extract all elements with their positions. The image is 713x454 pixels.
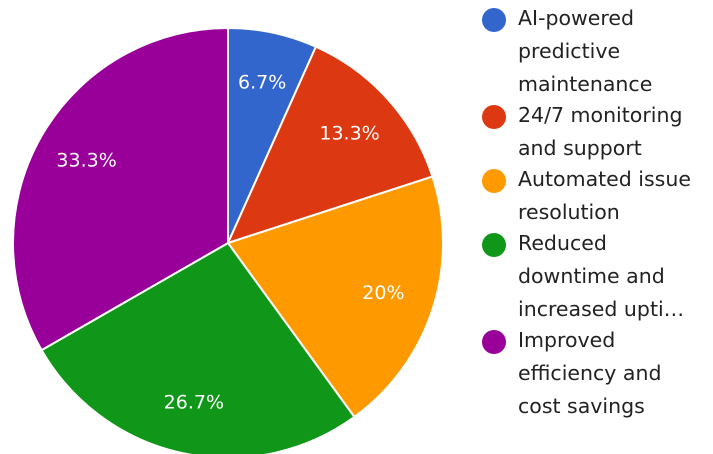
legend-label-line: maintenance [518, 72, 653, 96]
pie-slice-4 [40, 241, 356, 454]
legend-label-line: cost savings [518, 394, 645, 418]
slice-label-4: 26.7% [164, 391, 224, 413]
legend-item-4: Reduced downtime and increased upti… [482, 231, 713, 326]
legend-item-3: Automated issue resolution [482, 167, 713, 229]
legend-label-line: predictive [518, 39, 621, 63]
slice-label-3: 20% [362, 282, 404, 304]
legend-label-line: 24/7 monitoring [518, 103, 683, 127]
legend-item-2: 24/7 monitoring and support [482, 103, 713, 165]
pie-slice-5 [12, 26, 229, 352]
legend-label-2: 24/7 monitoring and support [518, 99, 713, 165]
legend-label-line: Automated issue [518, 167, 691, 191]
pie-plot-area: 6.7% 13.3% 20% 26.7% 33.3% [12, 26, 444, 454]
legend-swatch-3 [482, 169, 506, 193]
legend-label-line: efficiency and [518, 361, 662, 385]
legend-swatch-2 [482, 105, 506, 129]
legend-label-line: AI-powered [518, 6, 635, 30]
legend-label-line: increased upti… [518, 297, 685, 321]
pie-slice-2 [226, 45, 434, 245]
legend: AI-powered predictive maintenance 24/7 moni… [482, 6, 713, 425]
slice-label-2: 13.3% [319, 122, 379, 144]
legend-label-line: Improved [518, 328, 616, 352]
legend-label-line: resolution [518, 200, 620, 224]
pie-slice-3 [226, 175, 444, 419]
legend-item-1: AI-powered predictive maintenance [482, 6, 713, 101]
legend-swatch-5 [482, 330, 506, 354]
legend-label-line: downtime and [518, 264, 665, 288]
legend-label-line: Reduced [518, 231, 607, 255]
legend-swatch-1 [482, 8, 506, 32]
legend-label-line: and support [518, 136, 642, 160]
legend-label-1: AI-powered predictive maintenance [518, 2, 713, 101]
slice-label-5: 33.3% [56, 150, 116, 172]
legend-swatch-4 [482, 233, 506, 257]
slice-label-1: 6.7% [238, 72, 286, 94]
legend-item-5: Improved efficiency and cost savings [482, 328, 713, 423]
legend-label-3: Automated issue resolution [518, 163, 713, 229]
legend-label-5: Improved efficiency and cost savings [518, 324, 713, 423]
legend-label-4: Reduced downtime and increased upti… [518, 227, 713, 326]
